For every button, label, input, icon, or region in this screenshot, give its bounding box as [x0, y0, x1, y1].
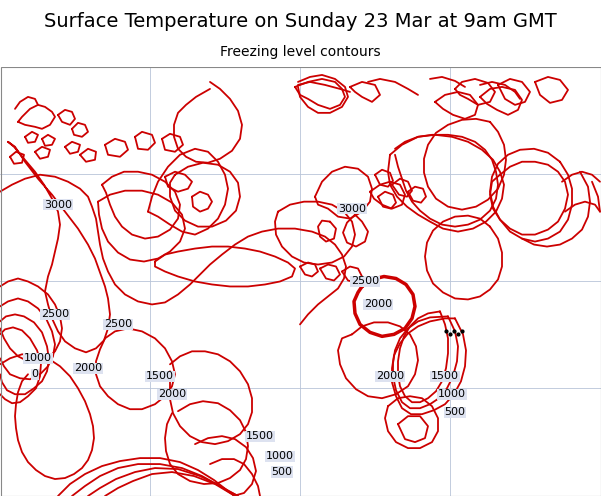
Text: 0: 0	[31, 370, 38, 379]
Text: 500: 500	[445, 407, 466, 417]
Text: 1500: 1500	[431, 372, 459, 381]
Text: 1000: 1000	[438, 389, 466, 399]
Text: 2000: 2000	[364, 300, 392, 310]
Text: 1500: 1500	[146, 372, 174, 381]
Text: 2000: 2000	[158, 389, 186, 399]
Text: 2500: 2500	[104, 319, 132, 329]
Text: 1500: 1500	[246, 431, 274, 441]
Text: 2000: 2000	[74, 363, 102, 373]
Text: Surface Temperature on Sunday 23 Mar at 9am GMT: Surface Temperature on Sunday 23 Mar at …	[44, 12, 557, 31]
Text: Freezing level contours: Freezing level contours	[220, 45, 381, 59]
Text: 1000: 1000	[266, 451, 294, 461]
Text: 2500: 2500	[41, 310, 69, 319]
Text: 3000: 3000	[44, 200, 72, 210]
Text: 1000: 1000	[24, 353, 52, 363]
Text: 3000: 3000	[338, 204, 366, 214]
Text: 2500: 2500	[351, 276, 379, 287]
Text: 2000: 2000	[376, 372, 404, 381]
Text: 500: 500	[272, 467, 293, 477]
